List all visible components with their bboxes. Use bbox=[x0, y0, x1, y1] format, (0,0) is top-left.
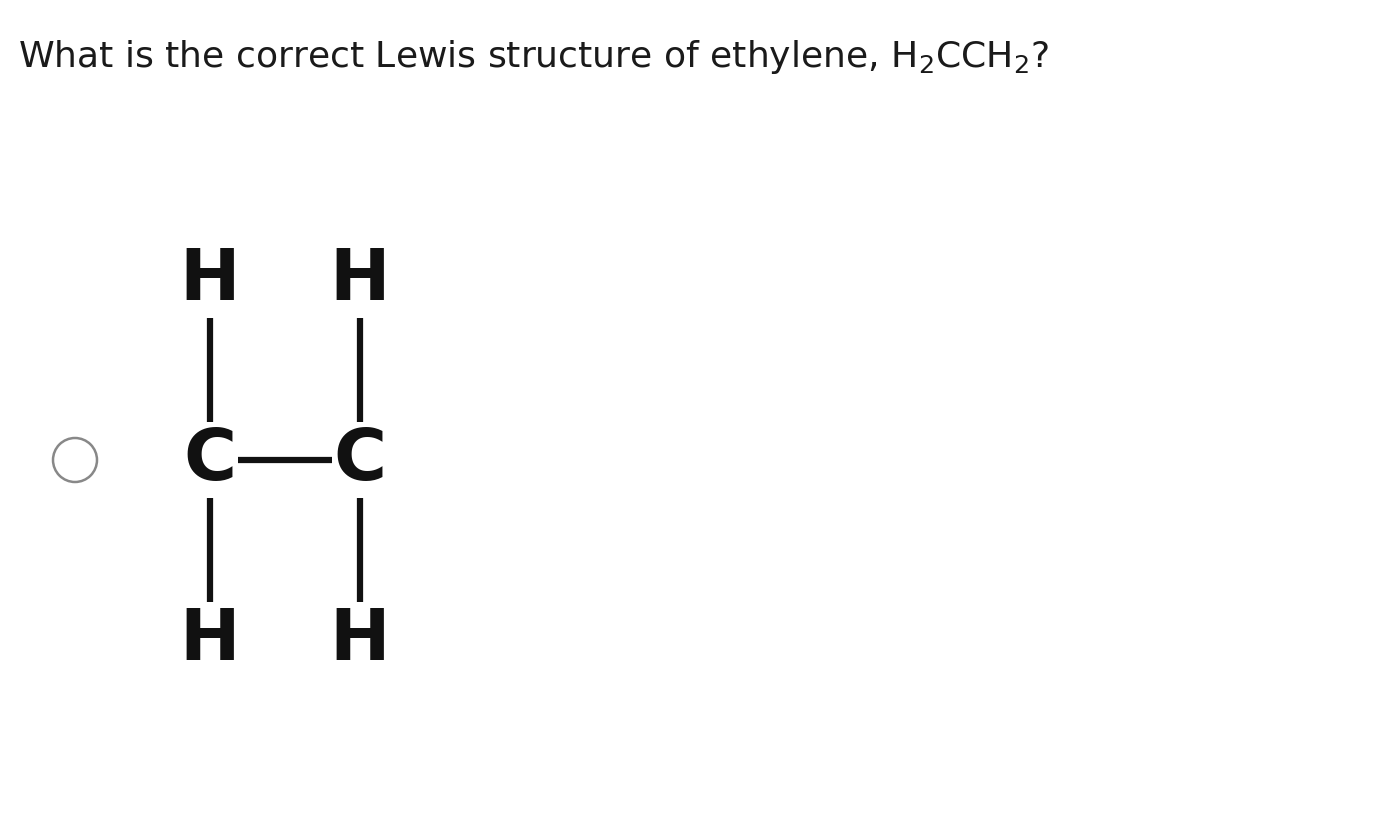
Text: H: H bbox=[329, 606, 391, 675]
Text: What is the correct Lewis structure of ethylene, H$_2$CCH$_2$?: What is the correct Lewis structure of e… bbox=[18, 38, 1049, 76]
Text: C: C bbox=[183, 425, 236, 494]
Text: H: H bbox=[179, 246, 240, 315]
Text: H: H bbox=[179, 606, 240, 675]
Text: H: H bbox=[329, 246, 391, 315]
Text: C: C bbox=[334, 425, 386, 494]
